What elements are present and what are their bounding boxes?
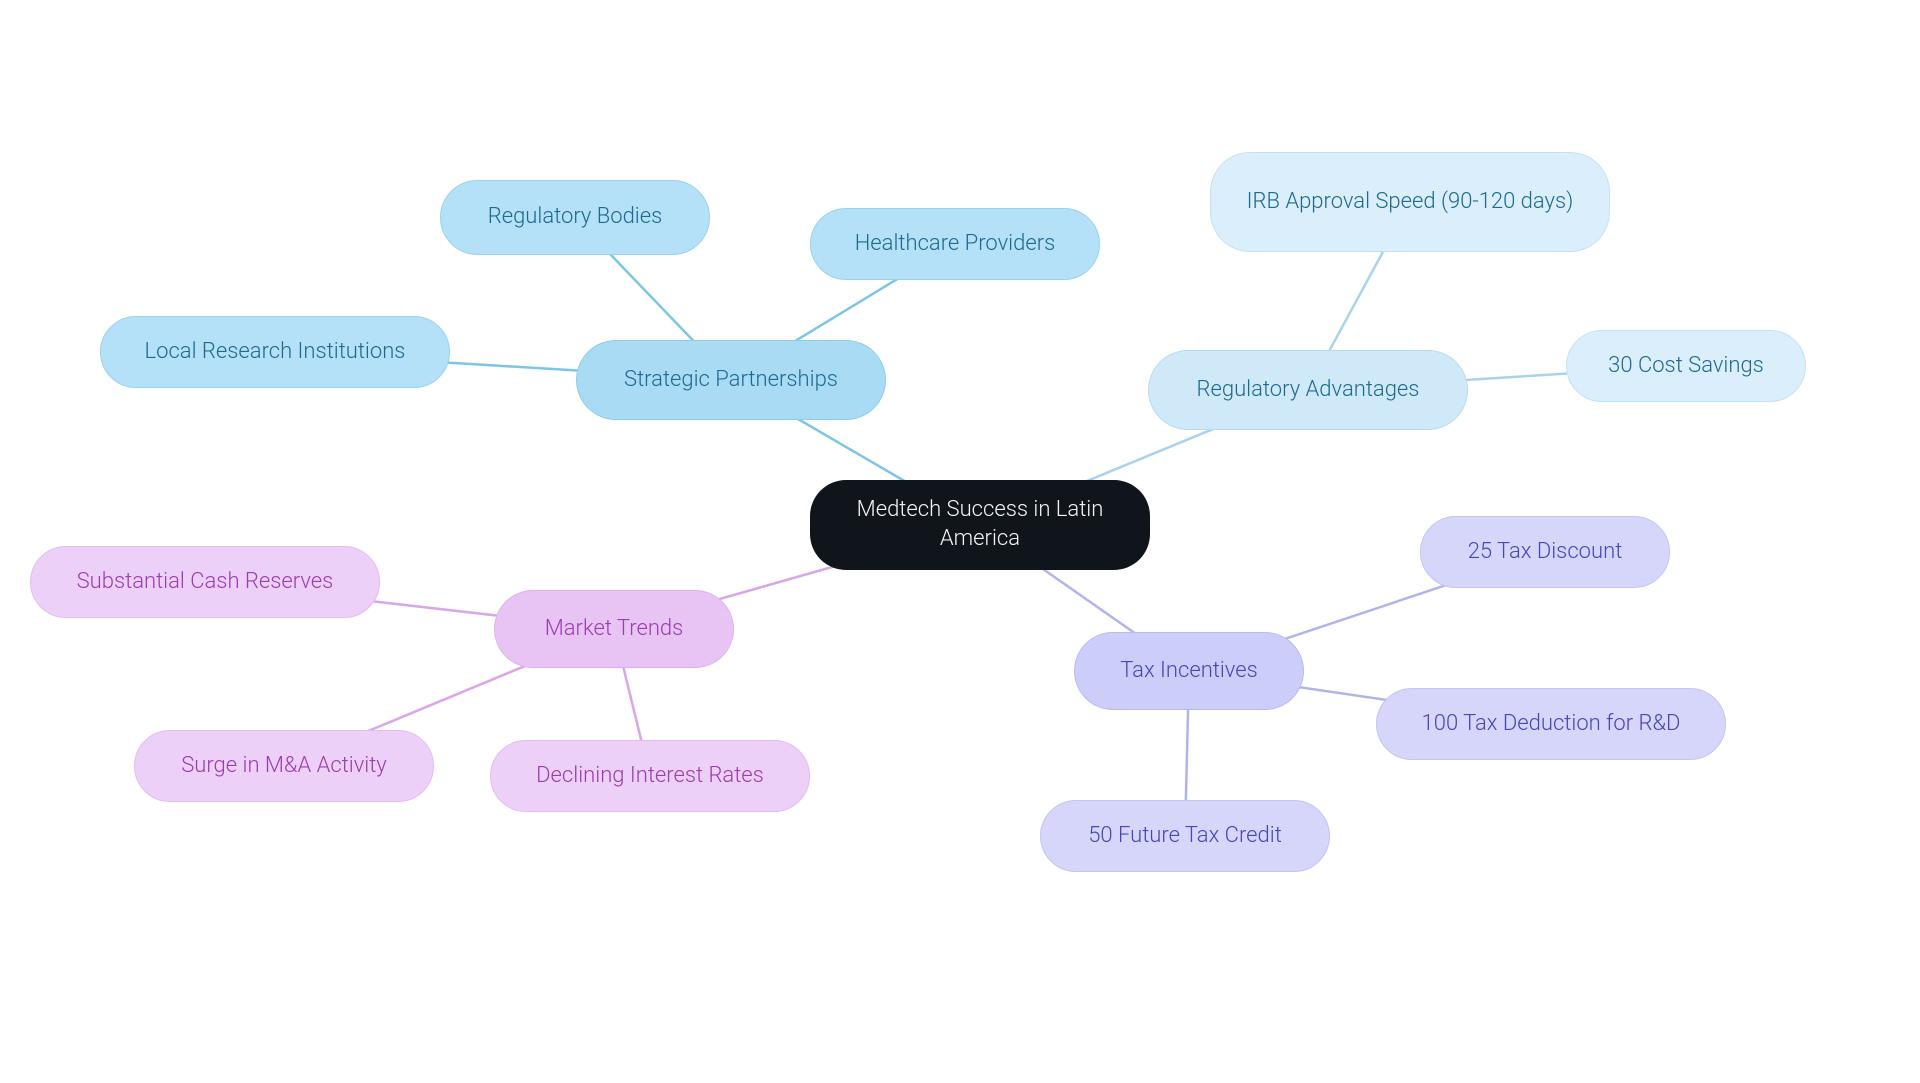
branch-regulatory-advantages: Regulatory Advantages (1148, 350, 1468, 430)
node-tax-discount: 25 Tax Discount (1420, 516, 1670, 588)
branch-strategic-partnerships: Strategic Partnerships (576, 340, 886, 420)
node-healthcare-providers: Healthcare Providers (810, 208, 1100, 280)
node-tax-deduction: 100 Tax Deduction for R&D (1376, 688, 1726, 760)
node-regulatory-bodies: Regulatory Bodies (440, 180, 710, 255)
branch-tax-incentives: Tax Incentives (1074, 632, 1304, 710)
node-ma-activity: Surge in M&A Activity (134, 730, 434, 802)
center-node: Medtech Success in Latin America (810, 480, 1150, 570)
node-cash-reserves: Substantial Cash Reserves (30, 546, 380, 618)
node-future-tax-credit: 50 Future Tax Credit (1040, 800, 1330, 872)
branch-market-trends: Market Trends (494, 590, 734, 668)
node-cost-savings: 30 Cost Savings (1566, 330, 1806, 402)
node-local-research: Local Research Institutions (100, 316, 450, 388)
node-irb-approval: IRB Approval Speed (90-120 days) (1210, 152, 1610, 252)
node-interest-rates: Declining Interest Rates (490, 740, 810, 812)
